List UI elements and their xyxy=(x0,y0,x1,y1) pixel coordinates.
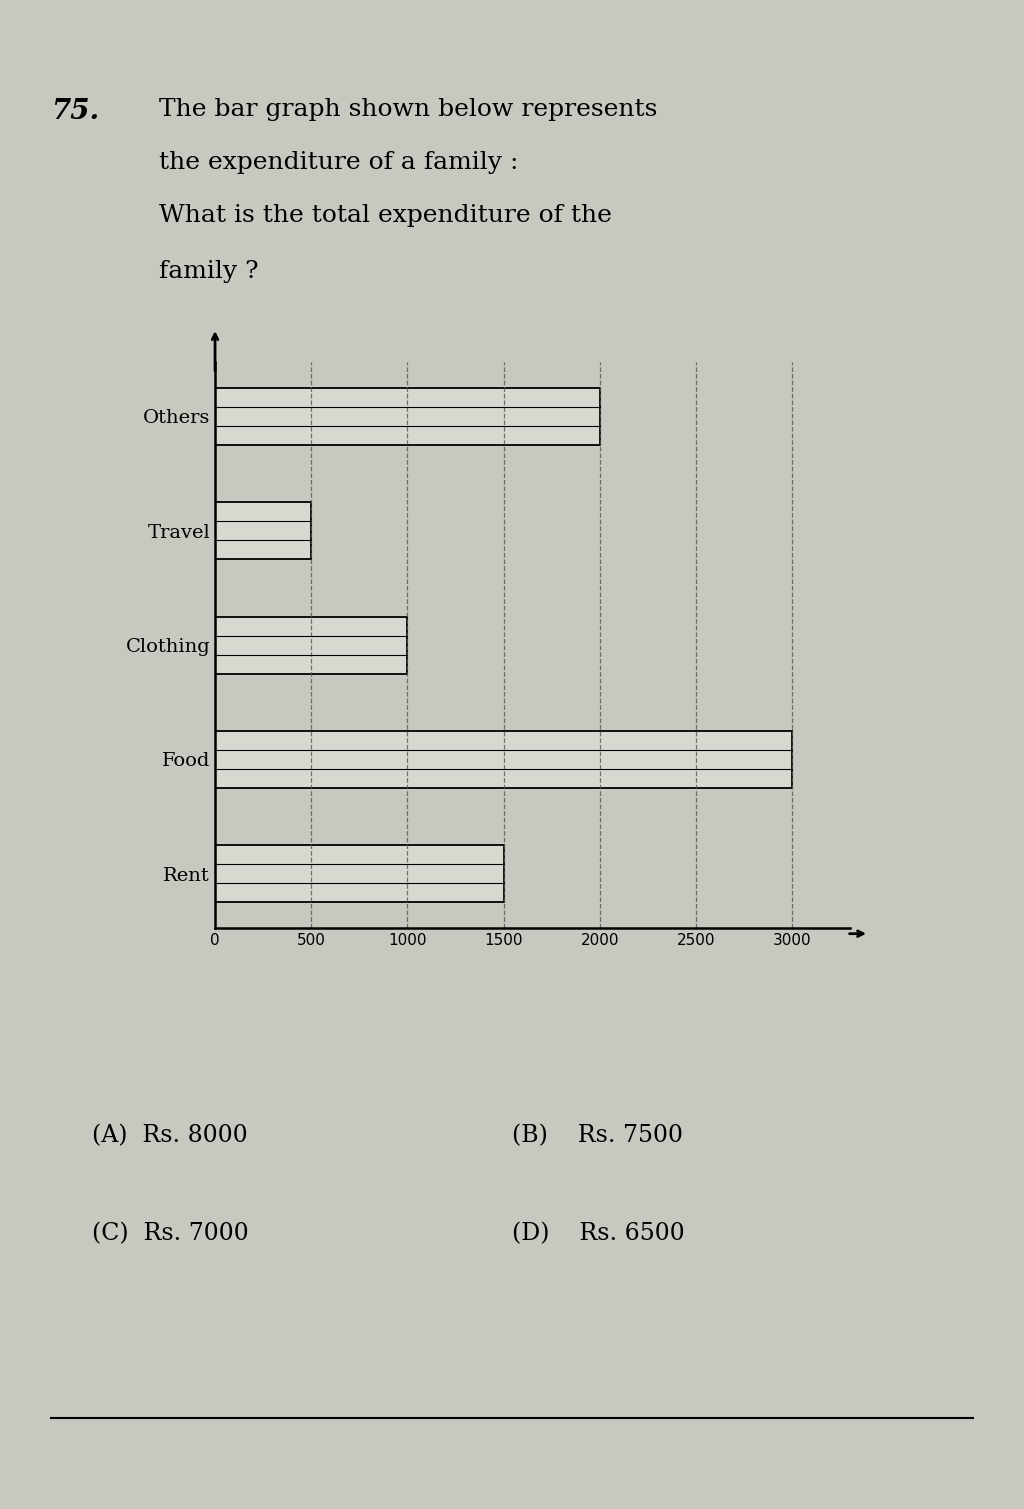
Text: The bar graph shown below represents: The bar graph shown below represents xyxy=(159,98,657,121)
Text: the expenditure of a family :: the expenditure of a family : xyxy=(159,151,518,174)
Bar xyxy=(215,388,600,445)
Text: (B)    Rs. 7500: (B) Rs. 7500 xyxy=(512,1124,683,1147)
Text: (D)    Rs. 6500: (D) Rs. 6500 xyxy=(512,1222,685,1245)
Text: (C)  Rs. 7000: (C) Rs. 7000 xyxy=(92,1222,249,1245)
Bar xyxy=(215,730,793,788)
Bar xyxy=(215,617,408,673)
Text: (A)  Rs. 8000: (A) Rs. 8000 xyxy=(92,1124,248,1147)
Bar xyxy=(215,502,311,560)
Bar xyxy=(215,845,504,902)
Text: What is the total expenditure of the: What is the total expenditure of the xyxy=(159,204,611,226)
Text: family ?: family ? xyxy=(159,260,258,282)
Text: 75.: 75. xyxy=(51,98,99,125)
